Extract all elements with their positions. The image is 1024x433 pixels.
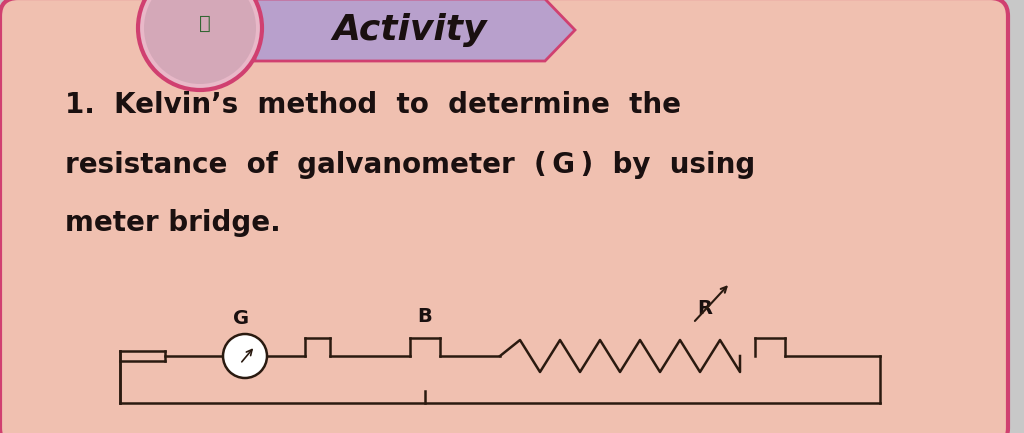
Text: resistance  of  galvanometer  ( G )  by  using: resistance of galvanometer ( G ) by usin… — [65, 151, 756, 179]
Text: G: G — [232, 309, 249, 328]
Text: R: R — [697, 299, 713, 318]
Text: meter bridge.: meter bridge. — [65, 209, 281, 237]
Text: ⬛: ⬛ — [199, 13, 211, 32]
Text: 1.  Kelvin’s  method  to  determine  the: 1. Kelvin’s method to determine the — [65, 91, 681, 119]
Circle shape — [223, 334, 267, 378]
Text: Activity: Activity — [333, 13, 487, 47]
Circle shape — [138, 0, 262, 90]
Text: B: B — [418, 307, 432, 326]
Circle shape — [144, 0, 256, 84]
Polygon shape — [255, 0, 575, 61]
